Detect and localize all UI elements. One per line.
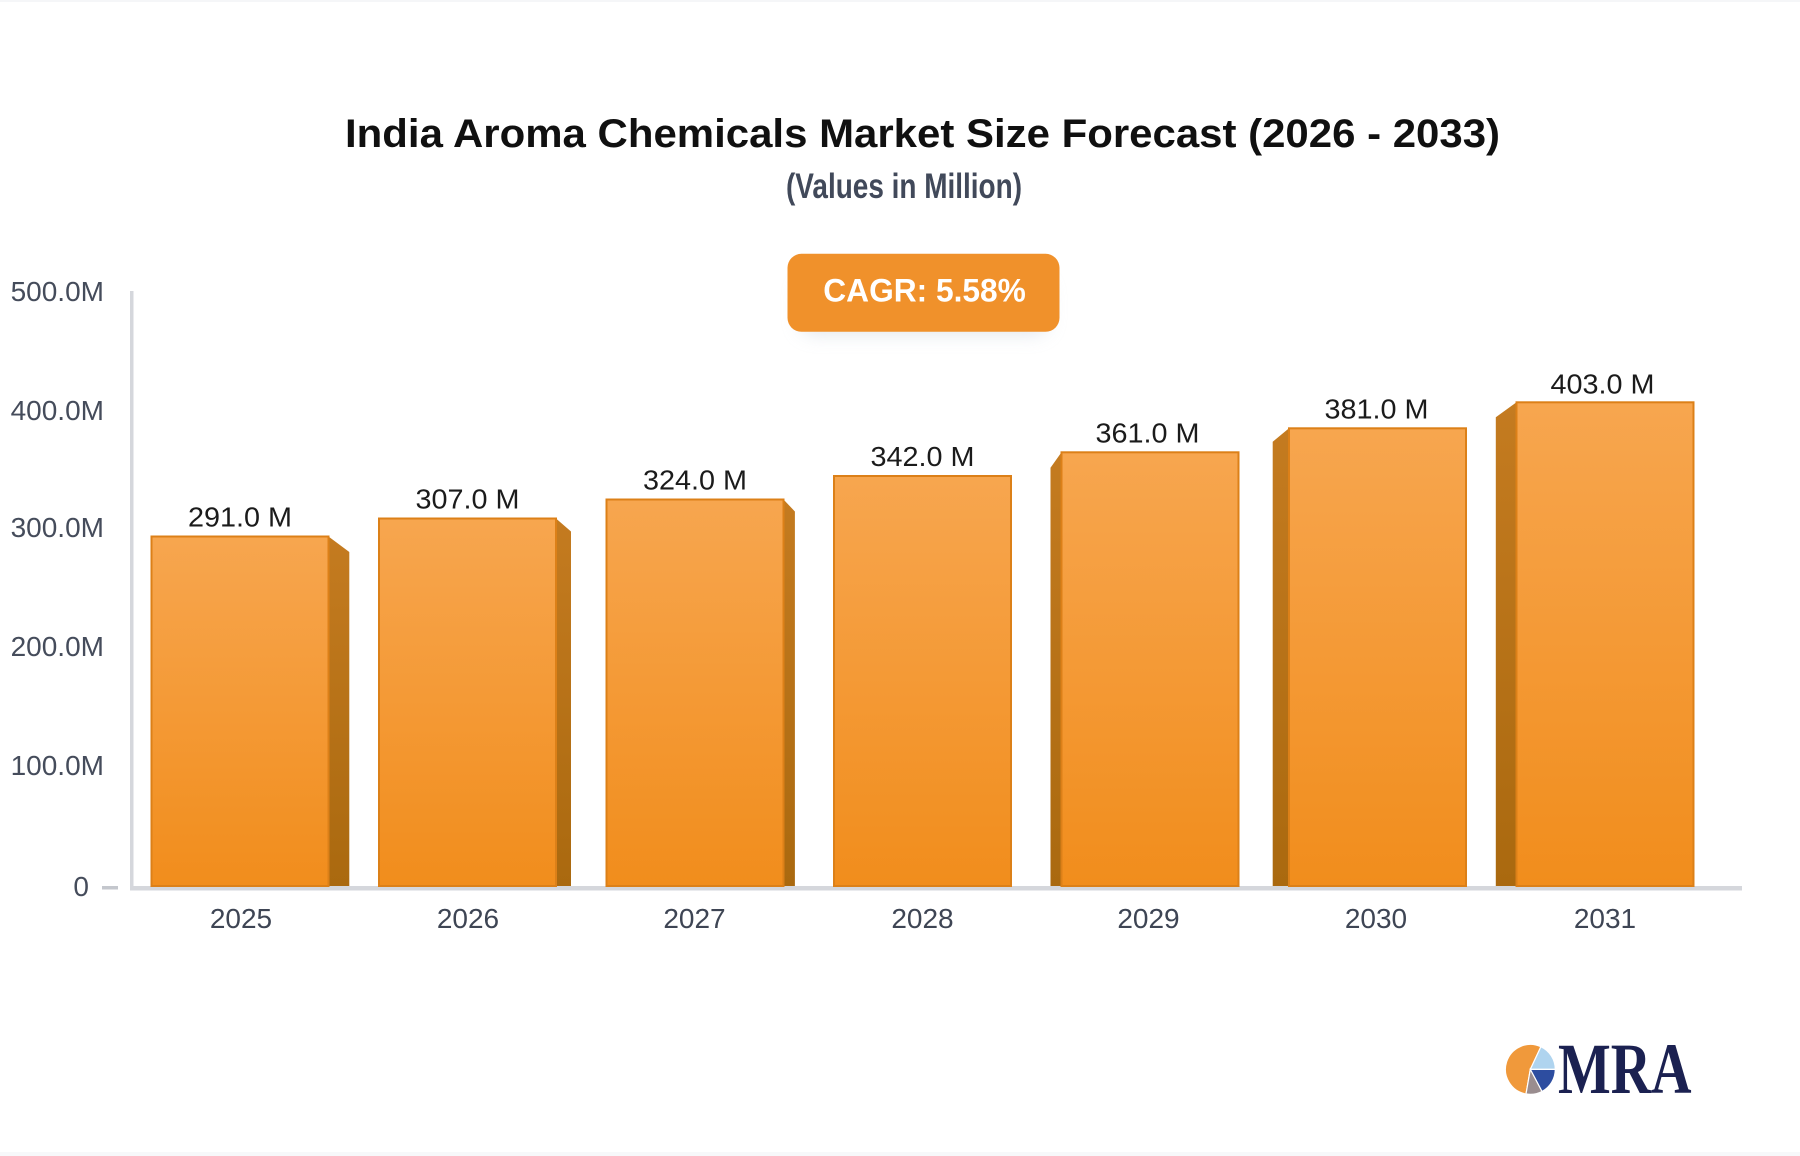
svg-text:361.0 M: 361.0 M <box>1096 417 1200 448</box>
svg-text:500.0M: 500.0M <box>11 276 104 307</box>
svg-text:342.0 M: 342.0 M <box>871 441 975 472</box>
svg-text:2030: 2030 <box>1345 903 1407 934</box>
svg-text:0: 0 <box>73 871 89 902</box>
svg-text:2029: 2029 <box>1117 903 1179 934</box>
svg-text:403.0 M: 403.0 M <box>1551 369 1655 400</box>
svg-text:MRA: MRA <box>1558 1029 1692 1109</box>
svg-text:324.0 M: 324.0 M <box>643 465 747 496</box>
svg-text:2028: 2028 <box>891 903 953 934</box>
svg-text:300.0M: 300.0M <box>11 512 104 543</box>
svg-text:2026: 2026 <box>437 903 499 934</box>
svg-text:400.0M: 400.0M <box>11 395 104 426</box>
svg-text:100.0M: 100.0M <box>11 750 104 781</box>
svg-text:CAGR: 5.58%: CAGR: 5.58% <box>823 273 1026 309</box>
svg-text:2025: 2025 <box>210 903 272 934</box>
svg-text:200.0M: 200.0M <box>11 631 104 662</box>
svg-text:307.0 M: 307.0 M <box>416 484 520 515</box>
svg-text:(Values in Million): (Values in Million) <box>786 167 1022 206</box>
svg-text:India Aroma Chemicals Market S: India Aroma Chemicals Market Size Foreca… <box>345 112 1500 156</box>
svg-text:2027: 2027 <box>663 903 725 934</box>
svg-text:2031: 2031 <box>1574 903 1636 934</box>
svg-text:381.0 M: 381.0 M <box>1325 393 1429 424</box>
svg-text:291.0 M: 291.0 M <box>188 502 292 533</box>
